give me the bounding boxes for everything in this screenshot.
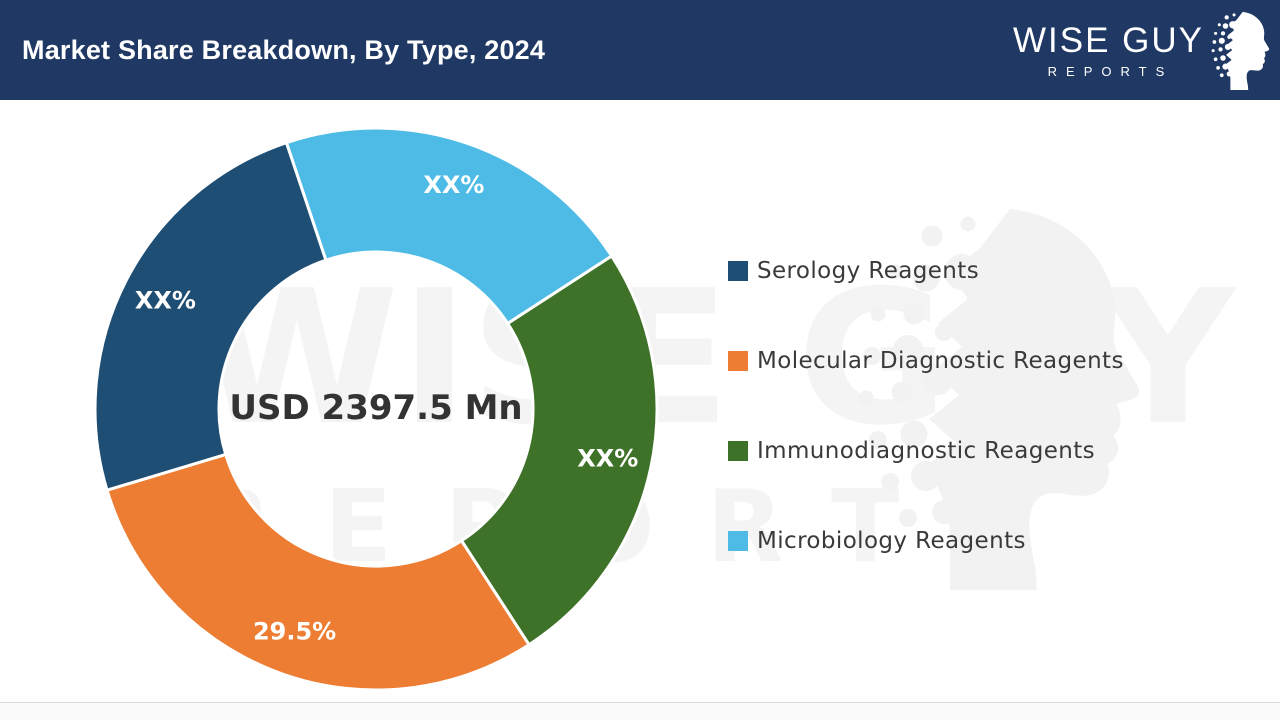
logo-text: WISE GUY REPORTS (1013, 23, 1204, 78)
legend-swatch (728, 531, 748, 551)
donut-segment-immunodiagnostic-reagents (460, 254, 659, 647)
logo-face-icon (1208, 10, 1270, 90)
page-title: Market Share Breakdown, By Type, 2024 (22, 34, 546, 65)
legend-item-serology: Serology Reagents (728, 258, 1124, 284)
logo-wordmark: WISE GUY (1012, 20, 1204, 60)
legend-swatch (728, 351, 748, 371)
legend-label: Microbiology Reagents (757, 528, 1026, 554)
segment-label: XX% (423, 171, 484, 199)
legend-label: Molecular Diagnostic Reagents (757, 348, 1124, 374)
legend-swatch (728, 261, 748, 281)
donut-segment-serology-reagents (93, 141, 328, 492)
donut-center-value: USD 2397.5 Mn (229, 388, 523, 428)
legend-item-microbiology: Microbiology Reagents (728, 528, 1124, 554)
header-bar: Market Share Breakdown, By Type, 2024 WI… (0, 0, 1280, 100)
footer-strip (0, 702, 1280, 720)
legend-item-immunodiagnostic: Immunodiagnostic Reagents (728, 438, 1124, 464)
donut-segment-microbiology-reagents (284, 126, 614, 325)
donut-segment-molecular-diagnostic-reagents (105, 452, 531, 692)
legend-swatch (728, 441, 748, 461)
segment-label: XX% (135, 286, 196, 314)
legend-label: Serology Reagents (757, 258, 980, 284)
segment-label: XX% (577, 444, 638, 472)
segment-label: 29.5% (253, 618, 336, 646)
logo-subtitle: REPORTS (1047, 63, 1174, 79)
chart-area: WISE GUY REPORTS XX% XX% 29.5% XX% USD 2397… (0, 100, 1280, 702)
donut-chart: XX% XX% 29.5% XX% (93, 126, 659, 692)
legend-label: Immunodiagnostic Reagents (757, 438, 1096, 464)
wise-guy-reports-logo: WISE GUY REPORTS (1013, 0, 1270, 100)
legend-item-molecular: Molecular Diagnostic Reagents (728, 348, 1124, 374)
chart-legend: Serology Reagents Molecular Diagnostic R… (728, 258, 1124, 554)
